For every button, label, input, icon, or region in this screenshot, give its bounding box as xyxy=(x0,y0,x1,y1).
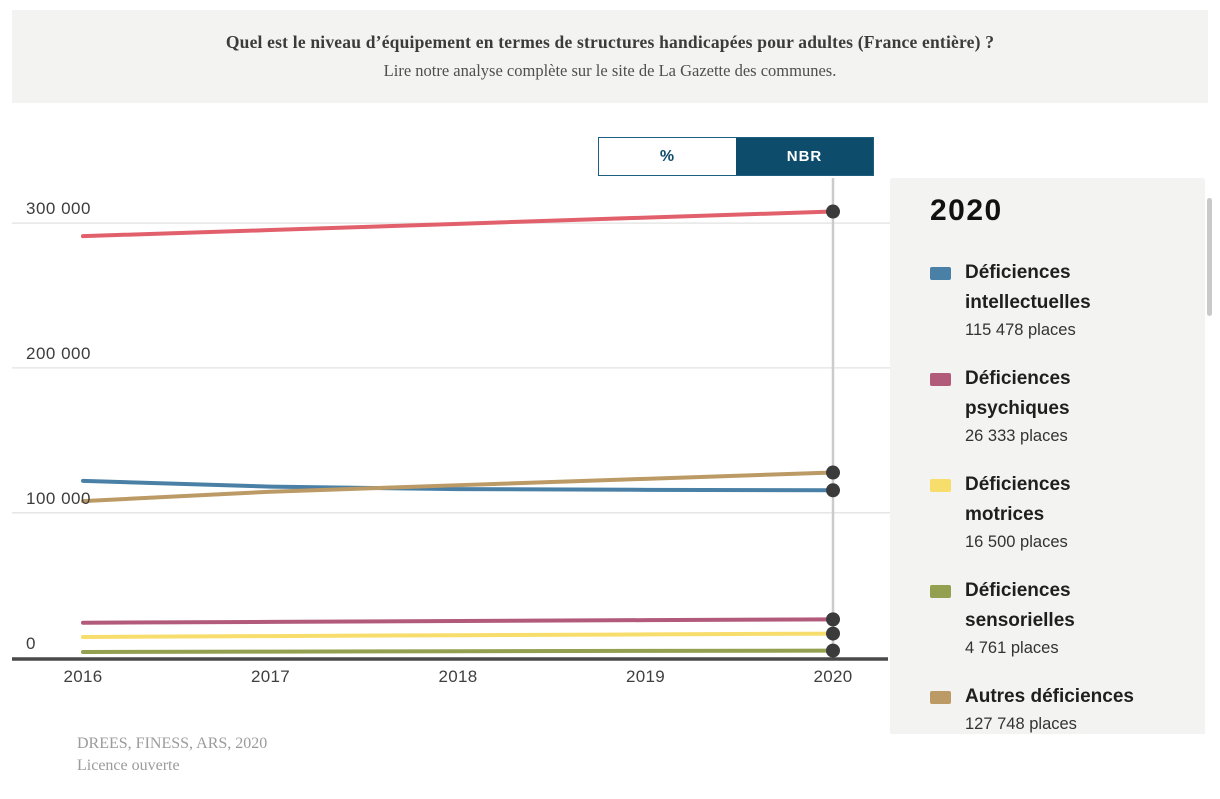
legend-entry-places: 115 478 places xyxy=(965,321,1076,339)
legend-swatch-icon xyxy=(930,691,951,704)
y-tick-label: 200 000 xyxy=(26,343,91,363)
legend-entry-places: 26 333 places xyxy=(965,427,1068,445)
series-line-total-red[interactable] xyxy=(81,209,835,239)
chart-title: Quel est le niveau d’équipement en terme… xyxy=(225,32,995,52)
legend-entry-name: Déficiences sensorielles xyxy=(965,580,1075,631)
series-line-sensorielles[interactable] xyxy=(81,648,835,654)
series-line-autres[interactable] xyxy=(81,470,835,504)
legend-swatch-icon xyxy=(930,267,951,280)
legend-entry-name: Déficiences motrices xyxy=(965,474,1071,525)
chart-header: Quel est le niveau d’équipement en terme… xyxy=(12,10,1208,103)
legend-entry-texts: Déficiences psychiques 26 333 places xyxy=(965,364,1165,446)
legend-entry: Déficiences psychiques 26 333 places xyxy=(930,364,1185,446)
legend-swatch-icon xyxy=(930,373,951,386)
legend-entry-texts: Déficiences sensorielles 4 761 places xyxy=(965,576,1165,658)
legend-entry-texts: Autres déficiences 127 748 places xyxy=(965,682,1165,734)
chart-subtitle: Lire notre analyse complète sur le site … xyxy=(383,61,837,80)
legend-entry-name: Déficiences psychiques xyxy=(965,368,1071,419)
x-tick-label: 2020 xyxy=(813,667,853,686)
legend-swatch-icon xyxy=(930,479,951,492)
legend-entry-name: Déficiences intellectuelles xyxy=(965,262,1091,313)
legend-entry-places: 127 748 places xyxy=(965,715,1077,733)
series-line-motrices[interactable] xyxy=(81,631,835,639)
endpoint-dot-sensorielles[interactable] xyxy=(826,643,840,658)
legend-swatch-icon xyxy=(930,585,951,598)
x-tick-label: 2018 xyxy=(438,667,478,686)
y-tick-label: 0 xyxy=(26,633,36,653)
legend-entry-places: 4 761 places xyxy=(965,639,1059,657)
unit-toggle[interactable]: % NBR xyxy=(598,137,874,176)
license-line: Licence ouverte xyxy=(77,757,180,774)
x-tick-label: 2017 xyxy=(250,667,291,686)
legend-entry: Déficiences sensorielles 4 761 places xyxy=(930,576,1185,658)
toggle-nbr-button[interactable]: NBR xyxy=(736,138,873,175)
y-tick-label: 300 000 xyxy=(26,199,91,219)
legend-panel: 2020 Déficiences intellectuelles 115 478 p… xyxy=(890,178,1205,734)
y-tick-label: 100 000 xyxy=(26,488,91,508)
source-note: DREES, FINESS, ARS, 2020 Licence ouverte xyxy=(77,733,267,777)
source-line: DREES, FINESS, ARS, 2020 xyxy=(77,735,268,752)
endpoint-dot-motrices[interactable] xyxy=(826,626,840,641)
x-tick-label: 2019 xyxy=(625,667,666,686)
legend-entry-name: Autres déficiences xyxy=(965,686,1134,707)
legend-entries: Déficiences intellectuelles 115 478 places… xyxy=(930,258,1185,734)
legend-entry-places: 16 500 places xyxy=(965,533,1068,551)
endpoint-dot-psychiques[interactable] xyxy=(826,612,840,627)
endpoint-dot-intellectuelles[interactable] xyxy=(826,483,840,498)
legend-entry: Déficiences intellectuelles 115 478 places xyxy=(930,258,1185,340)
series-line-intellectuelles[interactable] xyxy=(81,478,835,493)
legend-scrollbar-thumb[interactable] xyxy=(1207,198,1212,316)
x-tick-label: 2016 xyxy=(63,667,103,686)
legend-entry-texts: Déficiences motrices 16 500 places xyxy=(965,470,1165,552)
series-line-psychiques[interactable] xyxy=(81,617,835,625)
endpoint-dot-total-red[interactable] xyxy=(826,204,840,219)
endpoint-dot-autres[interactable] xyxy=(826,465,840,480)
toggle-percent-button[interactable]: % xyxy=(599,138,736,175)
legend-entry-texts: Déficiences intellectuelles 115 478 places xyxy=(965,258,1165,340)
legend-title: 2020 xyxy=(930,194,1003,227)
legend-entry: Autres déficiences 127 748 places xyxy=(930,682,1185,734)
legend-entry: Déficiences motrices 16 500 places xyxy=(930,470,1185,552)
